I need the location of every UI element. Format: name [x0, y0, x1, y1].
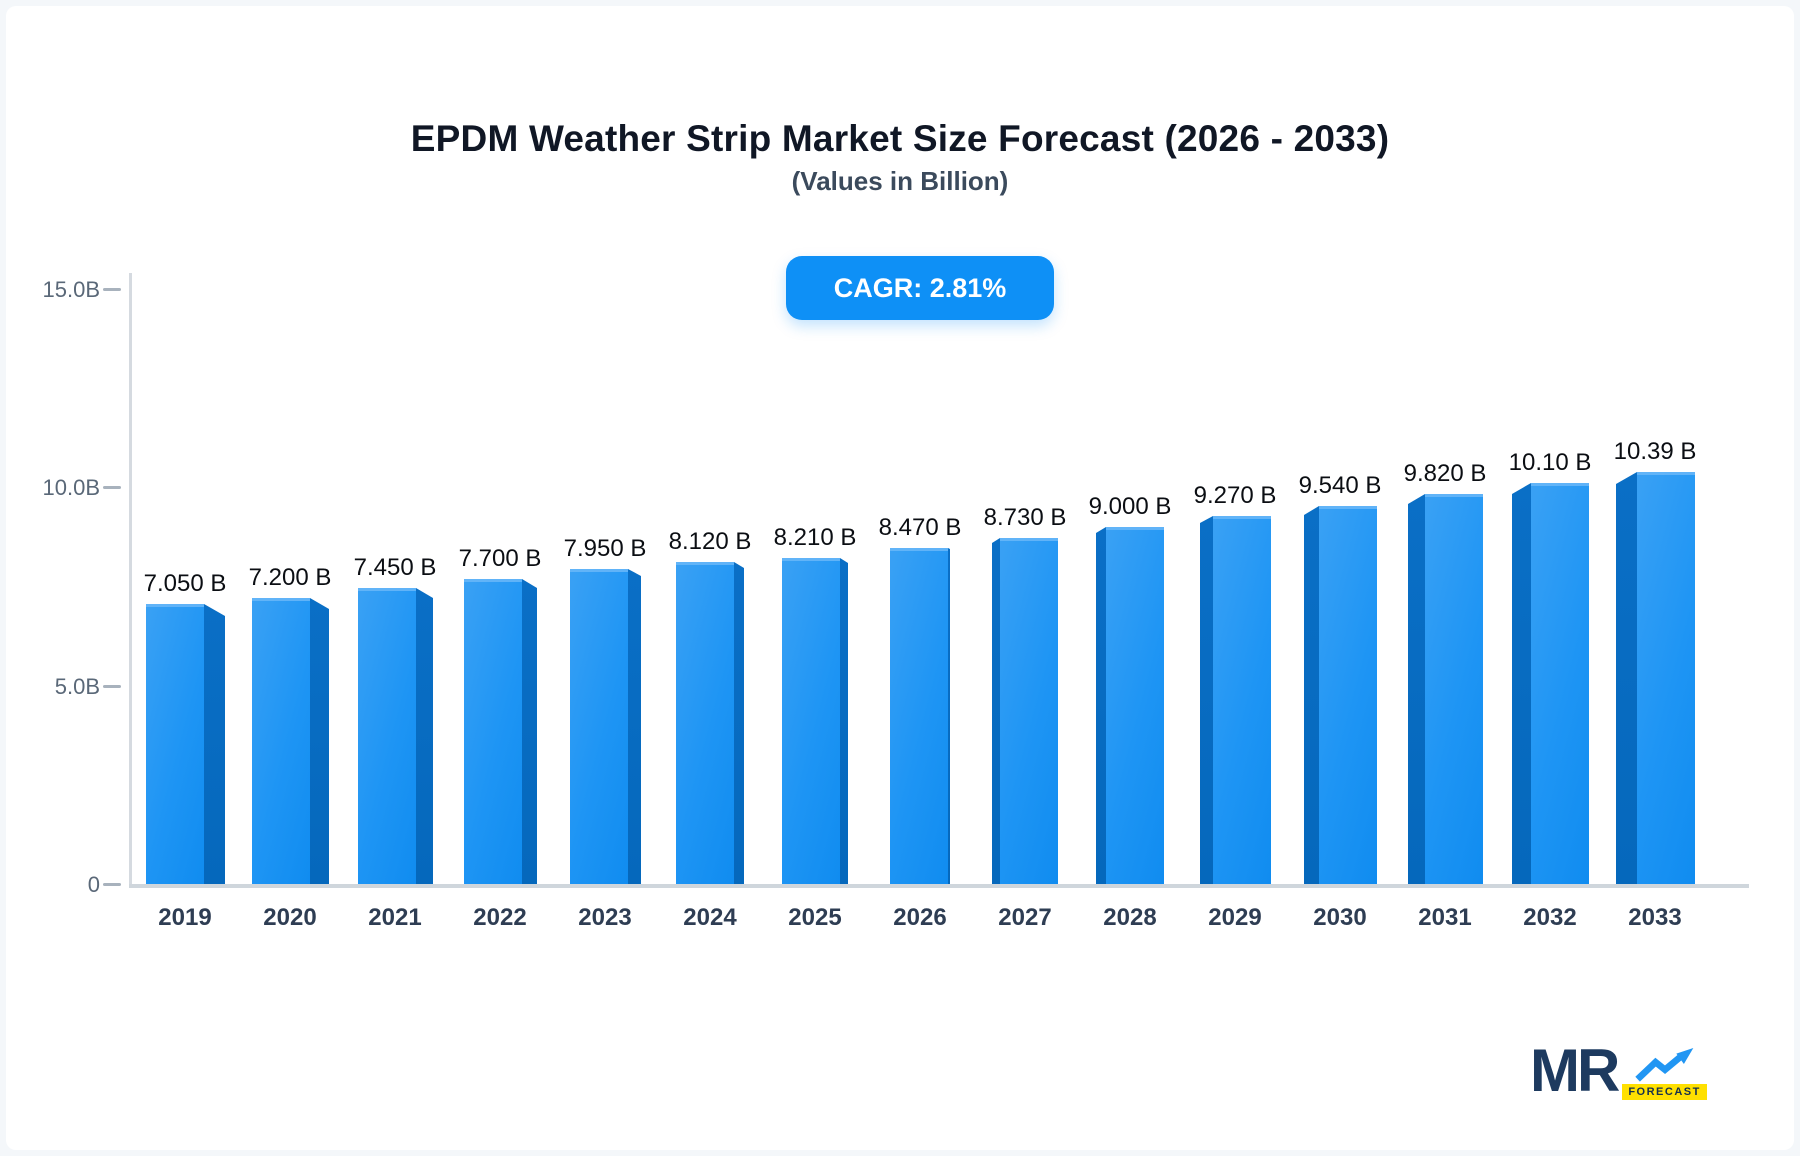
x-axis-label-2020: 2020	[263, 904, 317, 931]
y-tick-mark	[103, 883, 121, 886]
bar-2026	[890, 548, 950, 884]
bar-value-label: 8.730 B	[983, 504, 1067, 531]
bar-value-label: 9.540 B	[1298, 472, 1382, 499]
bar-front-face	[890, 548, 948, 884]
bar-front-face	[252, 598, 310, 884]
x-axis-label-2029: 2029	[1208, 904, 1262, 931]
bar-value-label: 8.120 B	[668, 528, 752, 555]
bar-front-face	[1106, 527, 1164, 884]
bar-3d-side	[522, 579, 537, 884]
bar-front-face	[1213, 516, 1271, 884]
bar-3d-side	[1408, 494, 1425, 884]
bar-2033	[1616, 472, 1695, 884]
logo-right-column: FORECAST	[1622, 1048, 1707, 1100]
x-axis-label-2023: 2023	[578, 904, 632, 931]
bar-front-face	[358, 588, 416, 884]
y-tick-label: 5.0B	[54, 673, 100, 699]
bar-front-face	[1319, 506, 1377, 884]
bar-3d-side	[1200, 516, 1213, 884]
bar-3d-side	[310, 598, 329, 884]
cagr-badge: CAGR: 2.81%	[786, 256, 1054, 320]
y-tick-label: 10.0B	[42, 475, 101, 501]
bar-3d-side	[948, 548, 950, 884]
logo-mr-text: MR	[1530, 1037, 1620, 1104]
bar-chart-plot: 0 5.0B 10.0B 15.0B 7.050 B 2019 7.200 B 2020 7.4…	[6, 6, 1794, 1150]
x-axis-label-2031: 2031	[1418, 904, 1472, 931]
bar-3d-side	[1304, 506, 1319, 884]
x-axis-label-2021: 2021	[368, 904, 422, 931]
bar-front-face	[146, 604, 204, 884]
x-axis-label-2019: 2019	[158, 904, 212, 931]
x-axis-label-2025: 2025	[788, 904, 842, 931]
y-tick-mark	[103, 486, 121, 490]
bar-2030	[1304, 506, 1377, 884]
bar-front-face	[570, 569, 628, 884]
bar-2028	[1096, 527, 1164, 884]
x-axis-label-2033: 2033	[1628, 904, 1682, 931]
x-axis-label-2027: 2027	[998, 904, 1052, 931]
bar-2032	[1512, 483, 1589, 884]
bar-3d-side	[992, 538, 1000, 884]
bar-3d-side	[734, 562, 744, 884]
bar-value-label: 10.39 B	[1613, 438, 1697, 465]
chart-card: EPDM Weather Strip Market Size Forecast …	[6, 6, 1794, 1150]
bar-2029	[1200, 516, 1271, 884]
x-axis-label-2030: 2030	[1313, 904, 1367, 931]
bar-front-face	[676, 562, 734, 884]
bar-value-label: 8.470 B	[878, 514, 962, 541]
mr-forecast-logo: MR FORECAST	[1530, 1037, 1707, 1104]
bar-3d-side	[628, 569, 641, 884]
bar-3d-side	[416, 588, 433, 884]
y-tick-label: 0	[87, 872, 100, 897]
bar-value-label: 7.700 B	[458, 545, 542, 572]
x-axis-label-2032: 2032	[1523, 904, 1577, 931]
bar-value-label: 9.270 B	[1193, 482, 1277, 509]
y-tick-mark	[103, 287, 121, 291]
bar-2023	[570, 569, 641, 884]
bar-value-label: 9.820 B	[1403, 460, 1487, 487]
y-tick-mark	[103, 684, 121, 688]
bar-value-label: 10.10 B	[1508, 449, 1592, 476]
bar-front-face	[1531, 483, 1589, 884]
bar-2024	[676, 562, 744, 884]
bar-value-label: 8.210 B	[773, 524, 857, 551]
x-axis-label-2028: 2028	[1103, 904, 1157, 931]
bar-2021	[358, 588, 433, 884]
trend-arrow-icon	[1634, 1048, 1693, 1082]
bar-value-label: 7.950 B	[563, 535, 647, 562]
bar-front-face	[464, 579, 522, 884]
y-axis-line	[129, 273, 132, 886]
bar-2031	[1408, 494, 1483, 884]
bar-3d-side	[1096, 527, 1106, 884]
bar-3d-side	[840, 558, 848, 884]
x-axis-label-2024: 2024	[683, 904, 737, 931]
bar-value-label: 9.000 B	[1088, 493, 1172, 520]
logo-forecast-text: FORECAST	[1622, 1084, 1707, 1100]
bar-3d-side	[204, 604, 225, 884]
chart-title: EPDM Weather Strip Market Size Forecast …	[410, 118, 1390, 159]
bar-3d-side	[1616, 472, 1637, 884]
x-axis-line	[129, 884, 1749, 888]
bar-front-face	[782, 558, 840, 884]
bar-2020	[252, 598, 329, 884]
cagr-badge-label: CAGR: 2.81%	[833, 272, 1007, 303]
x-axis-label-2022: 2022	[473, 904, 527, 931]
bar-value-label: 7.450 B	[353, 554, 437, 581]
bar-2019	[146, 604, 225, 884]
x-axis-label-2026: 2026	[893, 904, 947, 931]
y-tick-label: 15.0B	[42, 276, 101, 302]
bar-front-face	[1425, 494, 1483, 884]
bar-2025	[782, 558, 848, 884]
bar-value-label: 7.050 B	[143, 570, 227, 597]
bar-2022	[464, 579, 537, 884]
bar-front-face	[1000, 538, 1058, 884]
bar-3d-side	[1512, 483, 1531, 884]
bar-2027	[992, 538, 1058, 884]
bar-front-face	[1637, 472, 1695, 884]
chart-subtitle: (Values in Billion)	[791, 166, 1009, 196]
bar-value-label: 7.200 B	[248, 564, 332, 591]
